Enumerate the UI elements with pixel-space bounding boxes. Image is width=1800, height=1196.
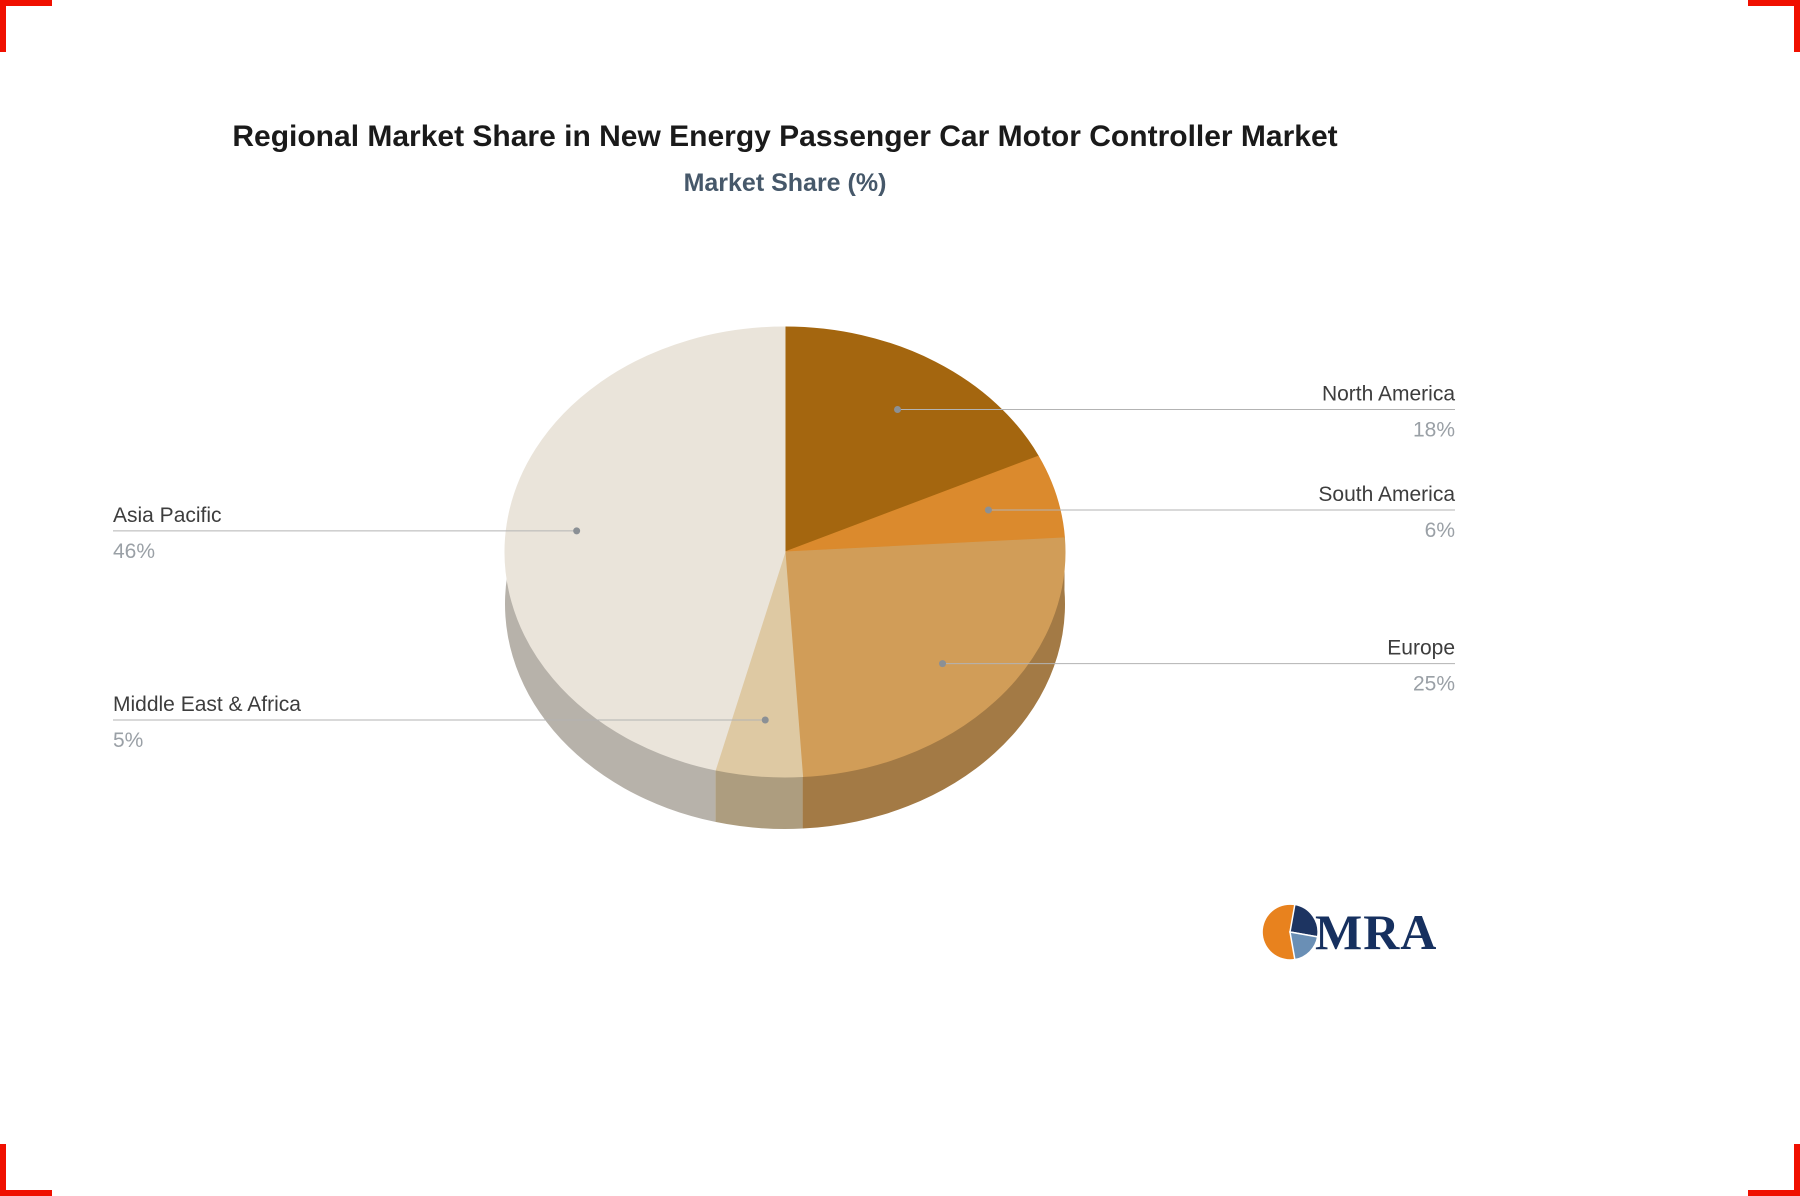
leader-dot-south-america	[984, 506, 992, 514]
slice-value-asia-pacific: 46%	[113, 540, 155, 563]
mra-logo-icon	[1262, 903, 1319, 961]
corner-mark-top-left	[0, 0, 52, 52]
mra-logo: MRA	[1260, 900, 1437, 964]
slice-label-south-america: South America	[1318, 483, 1455, 506]
leader-dot-asia-pacific	[573, 527, 581, 535]
corner-mark-top-right	[1748, 0, 1800, 52]
corner-mark-bottom-right	[1748, 1144, 1800, 1196]
slice-value-north-america: 18%	[1413, 419, 1455, 442]
chart-subtitle: Market Share (%)	[683, 169, 887, 197]
slice-label-europe: Europe	[1387, 637, 1455, 660]
pie-slice-side-middle-east-africa	[715, 769, 803, 829]
leader-dot-north-america	[894, 406, 902, 414]
mra-icon-navy-segment	[1289, 903, 1319, 938]
pie-slice-asia-pacific	[504, 326, 786, 771]
slice-value-europe: 25%	[1413, 673, 1455, 696]
slice-value-south-america: 6%	[1425, 519, 1455, 542]
pie-slice-north-america	[784, 326, 1040, 553]
corner-mark-bottom-left	[0, 1144, 52, 1196]
leader-dot-middle-east-africa	[761, 716, 769, 724]
slice-value-middle-east-africa: 5%	[113, 729, 143, 752]
mra-logo-text: MRA	[1315, 904, 1438, 960]
pie-slice-europe	[784, 537, 1066, 778]
slice-label-north-america: North America	[1322, 383, 1455, 406]
slice-label-middle-east-africa: Middle East & Africa	[113, 693, 301, 716]
chart-title: Regional Market Share in New Energy Pass…	[232, 120, 1338, 153]
slice-label-asia-pacific: Asia Pacific	[113, 504, 222, 527]
mra-icon-blue-segment	[1289, 931, 1319, 961]
leader-dot-europe	[939, 660, 947, 668]
